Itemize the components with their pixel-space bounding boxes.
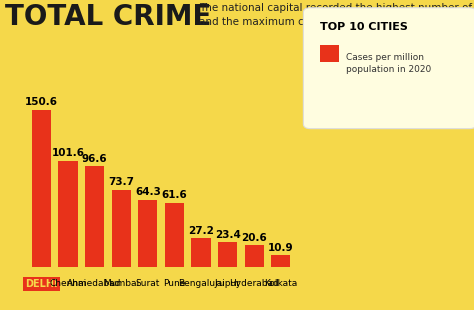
Text: Kolkata: Kolkata [264, 279, 298, 288]
Bar [32, 110, 51, 267]
Text: Jaipur: Jaipur [215, 279, 241, 288]
Text: Ahmedabad: Ahmedabad [67, 279, 122, 288]
Text: 61.6: 61.6 [162, 190, 187, 200]
Bar [85, 166, 104, 267]
Text: 27.2: 27.2 [188, 226, 214, 236]
Text: Bengaluru: Bengaluru [178, 279, 224, 288]
Text: TOP 10 CITIES: TOP 10 CITIES [320, 22, 408, 32]
Bar [245, 245, 264, 267]
Bar [191, 238, 210, 267]
Bar [218, 242, 237, 267]
Text: 73.7: 73.7 [108, 177, 134, 188]
Text: The national capital recorded the highest number of cases,
and the maximum crime: The national capital recorded the highes… [199, 3, 474, 27]
Text: 23.4: 23.4 [215, 230, 241, 240]
Bar [112, 190, 131, 267]
Text: Mumbai: Mumbai [103, 279, 139, 288]
Text: Pune: Pune [163, 279, 186, 288]
Text: DELHI: DELHI [25, 279, 58, 289]
Text: TOTAL CRIME: TOTAL CRIME [5, 3, 211, 31]
Text: Chennai: Chennai [49, 279, 87, 288]
Bar [165, 202, 184, 267]
Text: Surat: Surat [136, 279, 160, 288]
Text: 64.3: 64.3 [135, 187, 161, 197]
Bar [271, 255, 291, 267]
Bar [138, 200, 157, 267]
Text: 96.6: 96.6 [82, 153, 108, 164]
Text: Hyderabad: Hyderabad [229, 279, 279, 288]
Text: 20.6: 20.6 [241, 232, 267, 243]
Text: 101.6: 101.6 [52, 148, 84, 158]
Text: 150.6: 150.6 [25, 97, 58, 108]
Bar [58, 161, 78, 267]
Text: 10.9: 10.9 [268, 243, 294, 253]
Text: Cases per million
population in 2020: Cases per million population in 2020 [346, 53, 431, 73]
